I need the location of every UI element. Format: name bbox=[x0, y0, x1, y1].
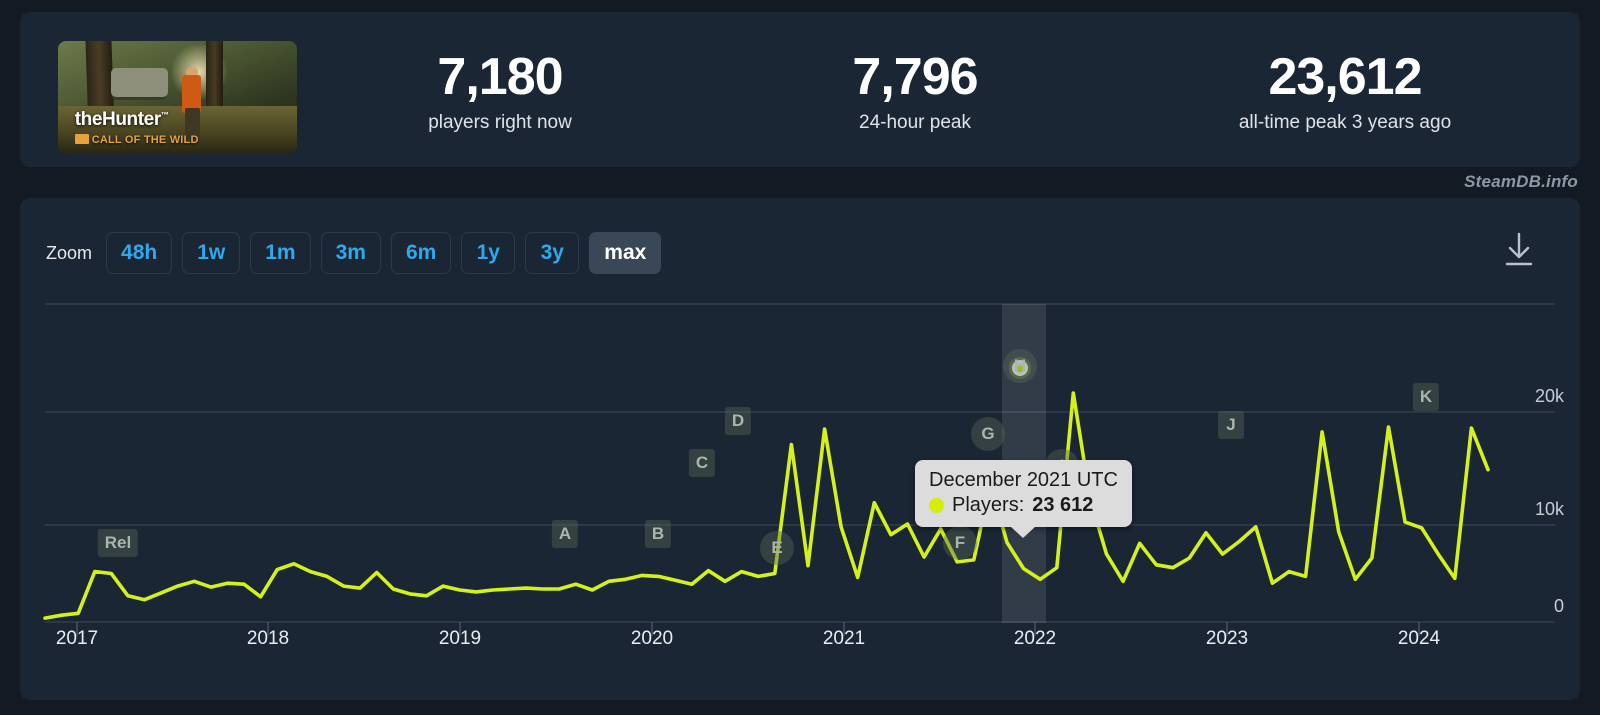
player-count-chart-card: Zoom 48h 1w 1m 3m 6m 1y 3y max bbox=[20, 198, 1580, 700]
stat-value: 7,796 bbox=[852, 48, 978, 106]
zoom-button-1y[interactable]: 1y bbox=[461, 232, 516, 274]
y-axis-tick-label: 10k bbox=[1534, 499, 1564, 519]
zoom-label: Zoom bbox=[46, 242, 93, 263]
chart-event-flag[interactable]: F bbox=[943, 526, 977, 560]
zoom-button-1m[interactable]: 1m bbox=[250, 232, 311, 274]
stat-all-time-peak: 23,612 all-time peak 3 years ago bbox=[1135, 48, 1555, 136]
chart-event-flag[interactable]: K bbox=[1412, 383, 1440, 411]
chart-hover-point[interactable] bbox=[1009, 357, 1031, 379]
chart-plot-area[interactable]: 20k 10k 0 2017 2018 2019 2020 2021 2022 2023 2024… bbox=[20, 198, 1580, 700]
capsule-tree-right bbox=[206, 41, 223, 115]
tooltip-tail bbox=[1010, 526, 1037, 538]
capsule-trademark: ™ bbox=[160, 110, 169, 120]
zoom-button-3y[interactable]: 3y bbox=[525, 232, 580, 274]
chart-tooltip: December 2021 UTC Players: 23 612 bbox=[915, 460, 1132, 538]
chart-event-flag[interactable]: D bbox=[724, 407, 752, 435]
x-axis-tick-label: 2024 bbox=[1397, 628, 1441, 649]
capsule-subtitle: CALL OF THE WILD bbox=[91, 134, 199, 147]
zoom-button-max[interactable]: max bbox=[589, 232, 662, 274]
capsule-hunter-body bbox=[182, 74, 202, 113]
zoom-button-1w[interactable]: 1w bbox=[182, 232, 241, 274]
chart-event-flag[interactable]: Rel bbox=[97, 529, 139, 557]
tooltip-series-row: Players: 23 612 bbox=[929, 494, 1118, 517]
tooltip-date: December 2021 UTC bbox=[929, 469, 1118, 491]
capsule-ground bbox=[58, 105, 297, 153]
capsule-hunter-head bbox=[185, 66, 198, 77]
x-axis-tick-label: 2017 bbox=[55, 628, 99, 649]
y-axis-tick-label: 20k bbox=[1534, 386, 1564, 406]
capsule-title: theHunter™ bbox=[75, 109, 169, 131]
capsule-badge-icon bbox=[74, 134, 89, 145]
zoom-button-48h[interactable]: 48h bbox=[106, 232, 173, 274]
stat-value: 7,180 bbox=[437, 48, 563, 106]
steamdb-watermark: SteamDB.info bbox=[1464, 172, 1578, 191]
chart-event-flag[interactable]: E bbox=[760, 531, 794, 565]
tooltip-series-label: Players: bbox=[952, 494, 1025, 516]
stat-label: all-time peak 3 years ago bbox=[1238, 112, 1452, 133]
capsule-subtitle-row: CALL OF THE WILD bbox=[74, 134, 199, 147]
x-axis-tick-label: 2020 bbox=[630, 628, 674, 649]
capsule-atv bbox=[110, 67, 168, 97]
chart-event-flag[interactable]: A bbox=[551, 520, 579, 548]
chart-event-flag[interactable]: H bbox=[1003, 349, 1037, 383]
x-axis-tick-label: 2023 bbox=[1205, 628, 1249, 649]
y-axis-tick-label: 0 bbox=[1553, 596, 1564, 616]
tooltip-series-dot-icon bbox=[929, 498, 944, 513]
chart-event-flag[interactable]: B bbox=[644, 520, 672, 548]
zoom-range-toolbar: Zoom 48h 1w 1m 3m 6m 1y 3y max bbox=[46, 232, 662, 274]
zoom-button-6m[interactable]: 6m bbox=[390, 232, 452, 274]
chart-line-series bbox=[43, 391, 1490, 620]
tooltip-series-value: 23 612 bbox=[1032, 494, 1094, 516]
x-axis-tick-label: 2018 bbox=[246, 628, 290, 649]
capsule-hunter-legs bbox=[184, 108, 201, 142]
x-axis-tick-label: 2021 bbox=[822, 628, 866, 649]
chart-x-axis-ticks bbox=[76, 622, 1420, 636]
capsule-title-text: theHunter bbox=[74, 108, 162, 130]
chart-event-flag[interactable]: C bbox=[688, 449, 716, 477]
game-capsule-image[interactable]: theHunter™ CALL OF THE WILD bbox=[58, 41, 297, 153]
x-axis-tick-label: 2022 bbox=[1013, 628, 1057, 649]
stat-label: 24-hour peak bbox=[859, 112, 971, 133]
download-icon[interactable] bbox=[1502, 230, 1536, 270]
chart-gridlines bbox=[45, 303, 1555, 623]
chart-svg bbox=[43, 303, 1555, 636]
stat-value: 23,612 bbox=[1268, 48, 1422, 106]
stat-label: players right now bbox=[428, 112, 572, 133]
game-stats-header: theHunter™ CALL OF THE WILD 7,180 player… bbox=[20, 12, 1580, 167]
chart-event-flag[interactable]: J bbox=[1218, 411, 1244, 439]
stat-players-right-now: 7,180 players right now bbox=[330, 48, 670, 136]
stat-24-hour-peak: 7,796 24-hour peak bbox=[745, 48, 1085, 136]
chart-event-flag[interactable]: G bbox=[971, 417, 1005, 451]
x-axis-tick-label: 2019 bbox=[438, 628, 482, 649]
zoom-button-3m[interactable]: 3m bbox=[320, 232, 381, 274]
